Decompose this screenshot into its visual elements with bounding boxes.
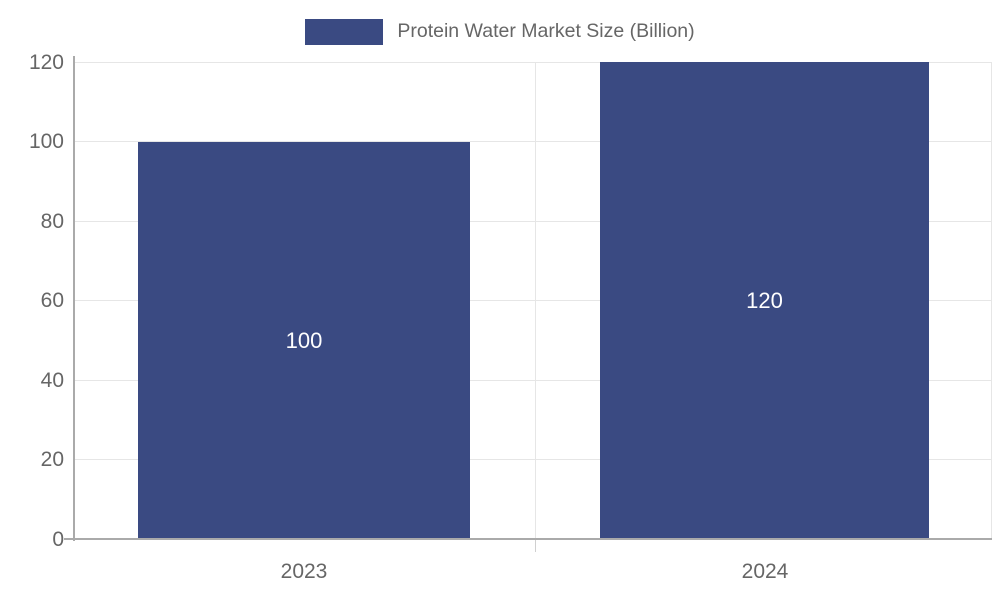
gridline-vertical	[535, 62, 536, 539]
gridline-horizontal	[74, 380, 992, 381]
x-axis-line	[64, 538, 992, 540]
gridline-horizontal	[74, 221, 992, 222]
x-tick-label-2023: 2023	[280, 560, 328, 583]
legend-item-protein-water-market-size[interactable]: Protein Water Market Size (Billion)	[305, 19, 695, 45]
y-tick-label-100: 100	[28, 130, 64, 153]
y-tick-label-60: 60	[40, 289, 64, 312]
gridline-vertical	[991, 62, 992, 539]
x-tick-label-2024: 2024	[741, 560, 789, 583]
y-axis-line	[73, 56, 75, 541]
x-axis-tick	[535, 540, 536, 552]
y-tick-label-80: 80	[40, 210, 64, 233]
plot-area: 100 120	[74, 62, 992, 539]
bar-2024[interactable]: 120	[600, 62, 929, 539]
y-tick-label-20: 20	[40, 448, 64, 471]
gridline-horizontal	[74, 141, 992, 142]
y-tick-label-40: 40	[40, 369, 64, 392]
chart-legend: Protein Water Market Size (Billion)	[0, 14, 1000, 50]
gridline-horizontal	[74, 62, 992, 63]
bar-value-label: 120	[746, 288, 783, 313]
bar-value-label: 100	[285, 328, 323, 353]
legend-swatch-icon	[305, 19, 384, 45]
bar-2023[interactable]: 100	[138, 142, 470, 539]
gridline-horizontal	[74, 459, 992, 460]
y-tick-label-0: 0	[52, 528, 64, 551]
y-tick-label-120: 120	[28, 51, 64, 74]
legend-item-label: Protein Water Market Size (Billion)	[397, 20, 695, 43]
gridline-horizontal	[74, 300, 992, 301]
